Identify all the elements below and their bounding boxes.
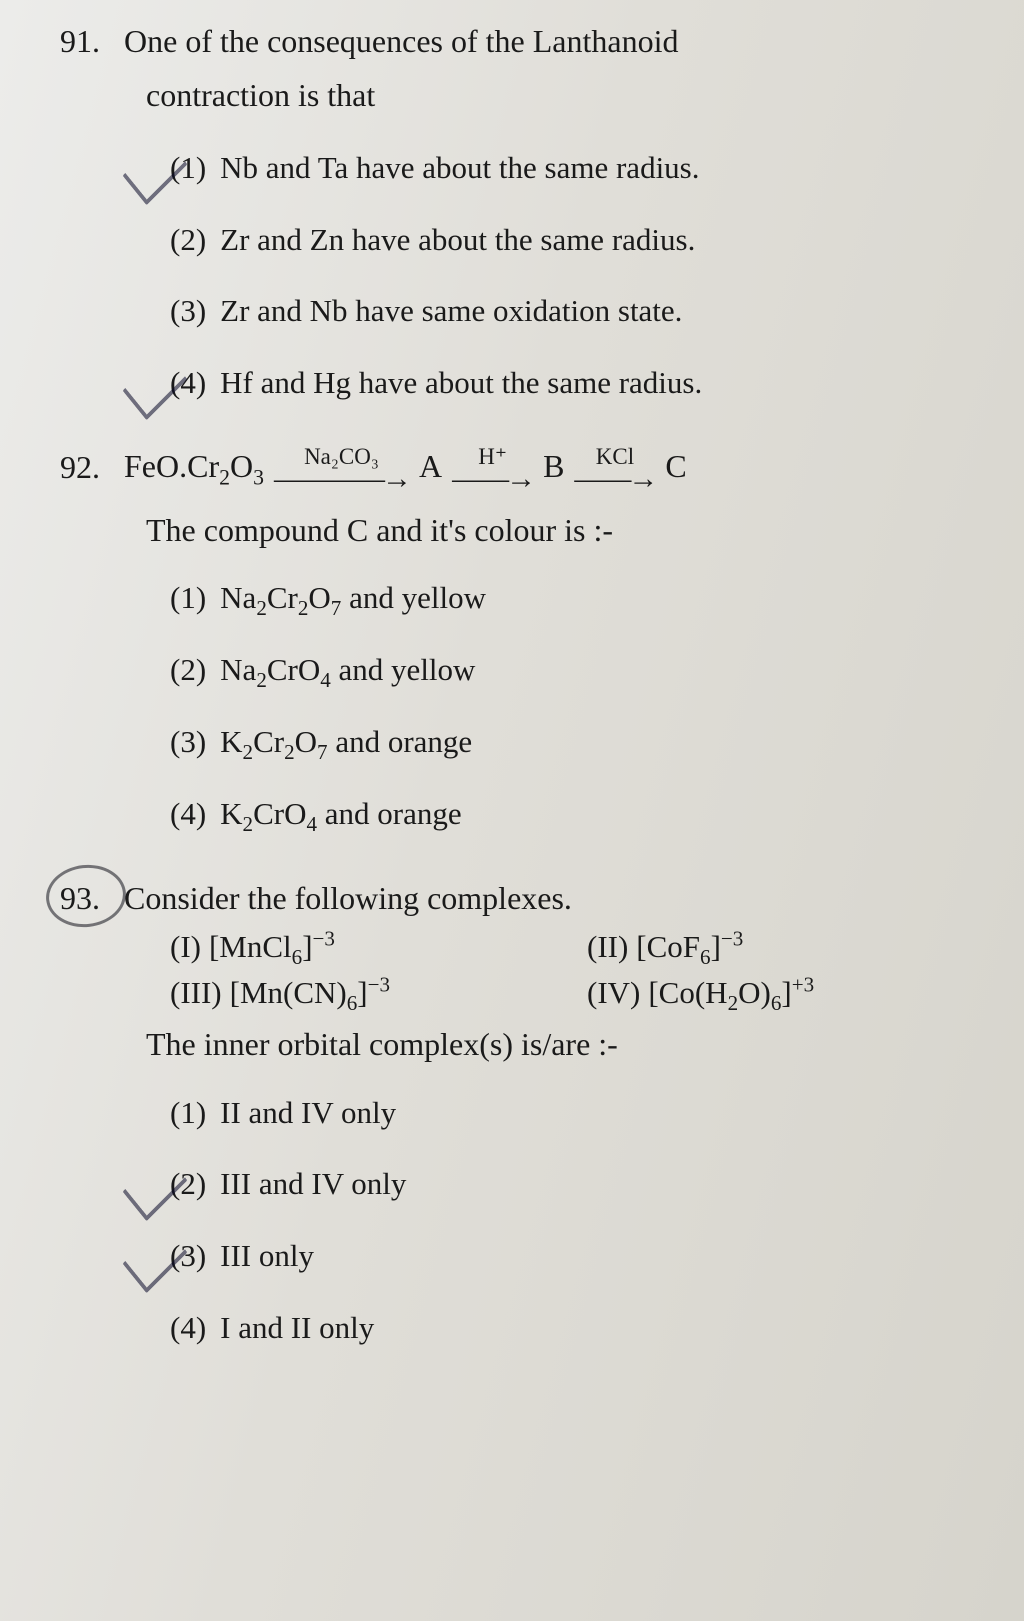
option-text: Hf and Hg have about the same radius. <box>220 362 984 404</box>
q92-option-4: (4) K2CrO4 and orange <box>170 793 984 835</box>
q92-option-3: (3) K2Cr2O7 and orange <box>170 721 984 763</box>
roman-mark: (IV) <box>587 975 640 1011</box>
option-text: Zr and Nb have same oxidation state. <box>220 290 984 332</box>
node-a: A <box>419 444 442 489</box>
q91-option-1: (1) Nb and Ta have about the same radius… <box>170 147 984 189</box>
option-text: Zr and Zn have about the same radius. <box>220 219 984 261</box>
q93-roman-2: (II) [CoF6]−3 <box>587 929 984 965</box>
option-mark: (2) <box>170 649 206 691</box>
option-text: K2Cr2O7 and orange <box>220 721 984 763</box>
option-mark: (3) <box>170 290 206 332</box>
page: 91. One of the consequences of the Lanth… <box>0 0 1024 1621</box>
q93-roman-4: (IV) [Co(H2O)6]+3 <box>587 975 984 1011</box>
q91-option-3: (3) Zr and Nb have same oxidation state. <box>170 290 984 332</box>
question-92: 92. FeO.Cr2O3 Na₂CO₃ ————→ A H⁺ ——→ B KC… <box>60 444 984 835</box>
option-text: Na2CrO4 and yellow <box>220 649 984 691</box>
arrow-line-icon: ——→ <box>574 470 655 488</box>
option-text: Nb and Ta have about the same radius. <box>220 147 984 189</box>
q93-roman-grid: (I) [MnCl6]−3 (II) [CoF6]−3 (III) [Mn(CN… <box>170 929 984 1011</box>
q92-option-1: (1) Na2Cr2O7 and yellow <box>170 577 984 619</box>
option-mark: (1) <box>170 577 206 619</box>
option-mark: (2) <box>170 219 206 261</box>
q93-option-1: (1) II and IV only <box>170 1092 984 1134</box>
roman-mark: (I) <box>170 929 201 965</box>
q93-roman-3: (III) [Mn(CN)6]−3 <box>170 975 567 1011</box>
q93-options: (1) II and IV only (2) III and IV only (… <box>170 1092 984 1349</box>
question-91: 91. One of the consequences of the Lanth… <box>60 18 984 404</box>
option-text: Na2Cr2O7 and yellow <box>220 577 984 619</box>
arrow-line-icon: ————→ <box>274 470 409 488</box>
q91-option-4: (4) Hf and Hg have about the same radius… <box>170 362 984 404</box>
option-mark: (2) <box>170 1163 206 1205</box>
question-93: 93. Consider the following complexes. (I… <box>60 875 984 1349</box>
option-mark: (4) <box>170 362 206 404</box>
q93-option-3: (3) III only <box>170 1235 984 1277</box>
q92-sub-line: The compound C and it's colour is :- <box>146 507 984 553</box>
q93-option-2: (2) III and IV only <box>170 1163 984 1205</box>
option-text: I and II only <box>220 1307 984 1349</box>
option-mark: (3) <box>170 721 206 763</box>
node-c: C <box>665 444 686 489</box>
option-mark: (1) <box>170 1092 206 1134</box>
option-text: K2CrO4 and orange <box>220 793 984 835</box>
option-mark: (4) <box>170 1307 206 1349</box>
option-mark: (3) <box>170 1235 206 1277</box>
q92-options: (1) Na2Cr2O7 and yellow (2) Na2CrO4 and … <box>170 577 984 834</box>
q91-option-2: (2) Zr and Zn have about the same radius… <box>170 219 984 261</box>
roman-text: [CoF6]−3 <box>636 929 743 965</box>
roman-text: [Co(H2O)6]+3 <box>648 975 814 1011</box>
roman-text: [Mn(CN)6]−3 <box>230 975 390 1011</box>
roman-mark: (III) <box>170 975 222 1011</box>
q93-head: 93. Consider the following complexes. <box>60 875 984 921</box>
option-text: III and IV only <box>220 1163 984 1205</box>
arrow-3: KCl ——→ <box>574 445 655 488</box>
q93-option-4: (4) I and II only <box>170 1307 984 1349</box>
q93-number: 93. <box>60 875 100 921</box>
option-text: III only <box>220 1235 984 1277</box>
q91-options: (1) Nb and Ta have about the same radius… <box>170 147 984 404</box>
q91-stem-line2: contraction is that <box>146 72 984 118</box>
option-mark: (1) <box>170 147 206 189</box>
arrow-2: H⁺ ——→ <box>452 445 533 488</box>
option-text: II and IV only <box>220 1092 984 1134</box>
node-b: B <box>543 444 564 489</box>
q92-reaction: FeO.Cr2O3 Na₂CO₃ ————→ A H⁺ ——→ B KCl ——… <box>124 444 687 489</box>
q92-number: 92. <box>60 444 100 490</box>
arrow-line-icon: ——→ <box>452 470 533 488</box>
q91-stem-line1: One of the consequences of the Lanthanoi… <box>124 18 984 64</box>
q92-option-2: (2) Na2CrO4 and yellow <box>170 649 984 691</box>
q92-head: 92. FeO.Cr2O3 Na₂CO₃ ————→ A H⁺ ——→ B KC… <box>60 444 984 499</box>
q93-stem: Consider the following complexes. <box>124 875 984 921</box>
q91-head: 91. One of the consequences of the Lanth… <box>60 18 984 64</box>
arrow-1: Na₂CO₃ ————→ <box>274 445 409 488</box>
option-mark: (4) <box>170 793 206 835</box>
q93-sub-line: The inner orbital complex(s) is/are :- <box>146 1021 984 1067</box>
roman-mark: (II) <box>587 929 628 965</box>
q91-number: 91. <box>60 18 100 64</box>
roman-text: [MnCl6]−3 <box>209 929 335 965</box>
reactant: FeO.Cr2O3 <box>124 444 264 489</box>
q93-roman-1: (I) [MnCl6]−3 <box>170 929 567 965</box>
